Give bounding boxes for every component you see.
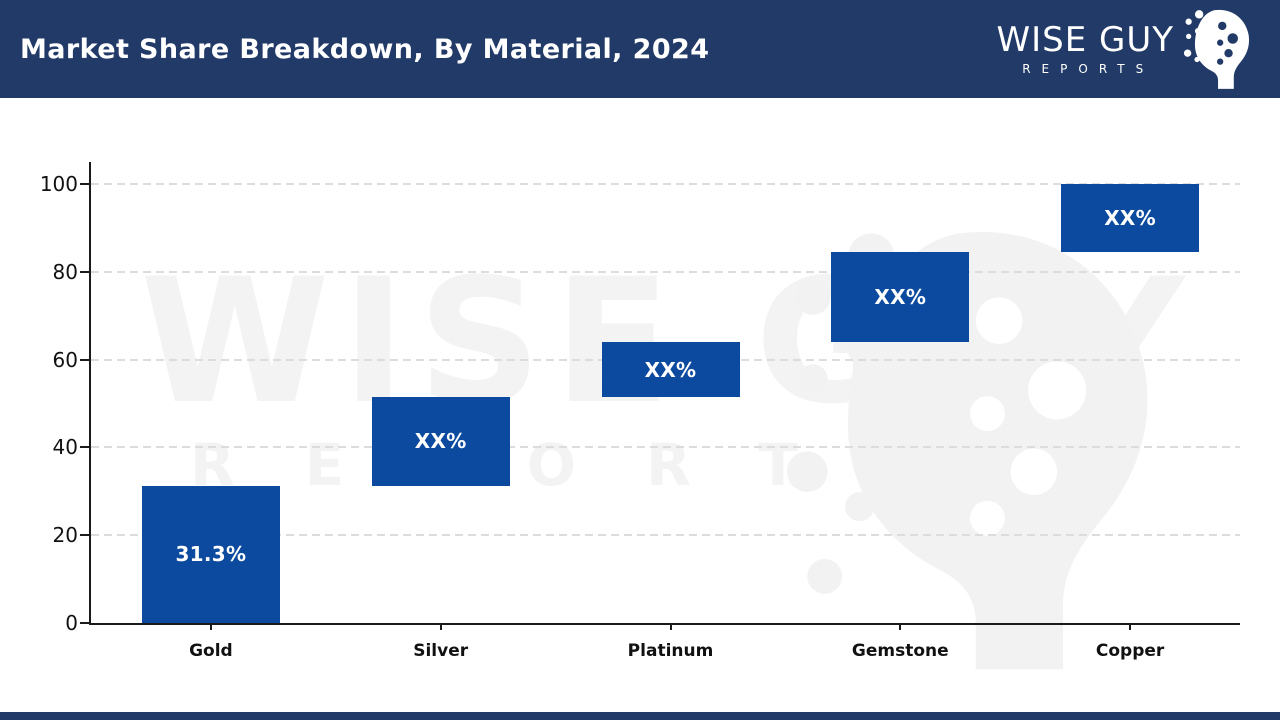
bar-gemstone: XX% <box>831 252 970 343</box>
x-axis-tick <box>209 623 212 630</box>
logo-head-icon <box>1183 9 1250 89</box>
y-axis-tick-label: 0 <box>65 611 78 635</box>
y-axis-tick-label: 40 <box>52 435 78 460</box>
chart-title: Market Share Breakdown, By Material, 202… <box>20 33 710 65</box>
y-axis-tick-label: 80 <box>52 259 78 284</box>
logo-wordmark-block: WISE GUY REPORTS <box>996 23 1174 76</box>
x-axis-tick <box>669 623 672 630</box>
bar-value-label: XX% <box>644 357 697 382</box>
x-axis-category-label: Gemstone <box>851 641 949 661</box>
x-axis-tick <box>1129 623 1132 630</box>
y-axis-tick <box>80 270 89 273</box>
y-axis-tick-label: 60 <box>52 347 78 372</box>
bar-value-label: 31.3% <box>175 542 247 567</box>
x-axis-tick <box>899 623 902 630</box>
y-axis-tick <box>80 358 89 361</box>
y-gridline <box>91 534 1240 537</box>
x-axis-category-label: Silver <box>413 641 469 661</box>
logo-wordmark: WISE GUY <box>996 19 1174 60</box>
bar-copper: XX% <box>1061 183 1200 253</box>
logo-subtitle: REPORTS <box>1022 61 1155 76</box>
bar-silver: XX% <box>371 396 510 486</box>
y-gridline <box>91 446 1240 449</box>
y-gridline <box>91 270 1240 273</box>
y-axis-tick-label: 20 <box>52 523 78 548</box>
bar-platinum: XX% <box>601 342 740 397</box>
x-axis-category-label: Copper <box>1095 641 1165 661</box>
y-axis-tick <box>80 446 89 449</box>
plot-area: 0 20 40 60 80 100 31.3% Gold XX% Silver XX% Platinu… <box>40 162 1240 661</box>
y-axis-tick <box>80 534 89 537</box>
y-axis-tick-label: 100 <box>39 171 78 196</box>
bar-gold: 31.3% <box>141 485 280 623</box>
footer-bar <box>0 712 1280 720</box>
x-axis-category-label: Platinum <box>627 641 714 661</box>
y-axis-tick <box>80 182 89 185</box>
y-axis-tick <box>80 622 89 624</box>
bar-value-label: XX% <box>1104 205 1156 230</box>
header-bar: Market Share Breakdown, By Material, 202… <box>0 0 1280 98</box>
bar-value-label: XX% <box>414 429 467 454</box>
x-axis-tick <box>439 623 442 630</box>
wise-guy-logo: WISE GUY REPORTS <box>996 7 1254 91</box>
bar-value-label: XX% <box>874 285 927 310</box>
x-axis-category-label: Gold <box>189 641 233 661</box>
chart-area: WISE GUY REPORTS 0 20 40 60 80 100 31.3% Gold XX… <box>0 98 1280 712</box>
y-gridline <box>91 182 1240 185</box>
